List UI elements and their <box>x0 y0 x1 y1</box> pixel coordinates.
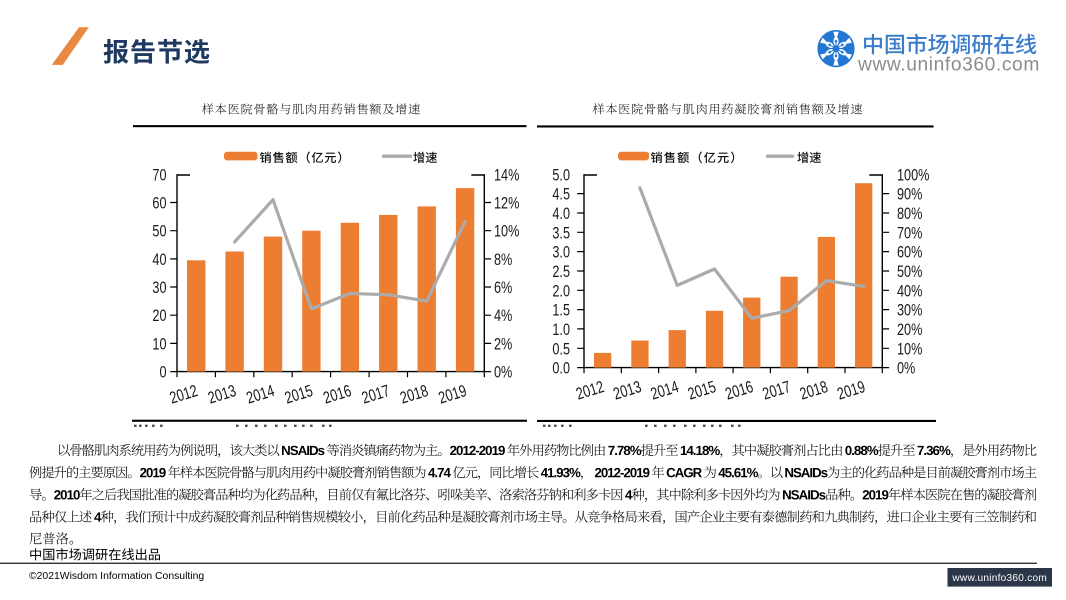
svg-text:0%: 0% <box>494 364 512 382</box>
svg-text:1.5: 1.5 <box>552 302 570 320</box>
svg-text:2012: 2012 <box>168 383 200 409</box>
svg-text:2014: 2014 <box>245 383 277 409</box>
svg-text:3.0: 3.0 <box>552 244 570 262</box>
svg-text:2019: 2019 <box>437 383 469 409</box>
svg-text:www.uninfo360.com: www.uninfo360.com <box>857 55 1040 76</box>
svg-text:5.0: 5.0 <box>552 167 570 185</box>
svg-text:2.5: 2.5 <box>552 263 570 281</box>
svg-text:14%: 14% <box>494 167 519 185</box>
svg-text:2013: 2013 <box>611 379 643 405</box>
svg-text:©2021Wisdom Information Consul: ©2021Wisdom Information Consulting <box>29 571 204 582</box>
svg-text:90%: 90% <box>897 186 922 204</box>
svg-text:50%: 50% <box>897 263 922 281</box>
svg-text:0.5: 0.5 <box>552 341 570 359</box>
svg-text:12%: 12% <box>494 195 519 213</box>
svg-text:1.0: 1.0 <box>552 321 570 339</box>
svg-text:70%: 70% <box>897 225 922 243</box>
svg-text:4.5: 4.5 <box>552 186 570 204</box>
svg-text:2018: 2018 <box>398 383 430 409</box>
svg-text:70: 70 <box>152 167 166 185</box>
svg-text:2016: 2016 <box>723 379 755 405</box>
svg-text:2015: 2015 <box>283 383 315 409</box>
svg-text:30%: 30% <box>897 302 922 320</box>
svg-text:3.5: 3.5 <box>552 225 570 243</box>
svg-text:40%: 40% <box>897 283 922 301</box>
svg-text:100%: 100% <box>897 167 929 185</box>
svg-text:40: 40 <box>152 251 166 269</box>
svg-text:4.0: 4.0 <box>552 205 570 223</box>
svg-text:0.0: 0.0 <box>552 360 570 378</box>
svg-text:2.0: 2.0 <box>552 283 570 301</box>
svg-text:6%: 6% <box>494 279 512 297</box>
svg-text:2013: 2013 <box>206 383 238 409</box>
svg-text:30: 30 <box>152 279 166 297</box>
svg-text:10: 10 <box>152 336 166 354</box>
svg-text:20: 20 <box>152 308 166 326</box>
svg-text:2019: 2019 <box>835 379 867 405</box>
svg-text:60: 60 <box>152 195 166 213</box>
svg-text:www.uninfo360.com: www.uninfo360.com <box>951 573 1047 584</box>
svg-text:10%: 10% <box>494 223 519 241</box>
svg-text:60%: 60% <box>897 244 922 262</box>
svg-text:0: 0 <box>159 364 166 382</box>
svg-text:10%: 10% <box>897 341 922 359</box>
svg-text:2016: 2016 <box>321 383 353 409</box>
svg-text:80%: 80% <box>897 205 922 223</box>
svg-text:50: 50 <box>152 223 166 241</box>
svg-text:2017: 2017 <box>761 379 793 405</box>
svg-text:2014: 2014 <box>649 379 681 405</box>
svg-text:2017: 2017 <box>360 383 392 409</box>
svg-text:8%: 8% <box>494 251 512 269</box>
svg-text:0%: 0% <box>897 360 915 378</box>
svg-text:4%: 4% <box>494 308 512 326</box>
svg-text:20%: 20% <box>897 321 922 339</box>
svg-text:2012: 2012 <box>574 379 606 405</box>
svg-text:2%: 2% <box>494 336 512 354</box>
svg-text:2018: 2018 <box>798 379 830 405</box>
svg-text:2015: 2015 <box>686 379 718 405</box>
